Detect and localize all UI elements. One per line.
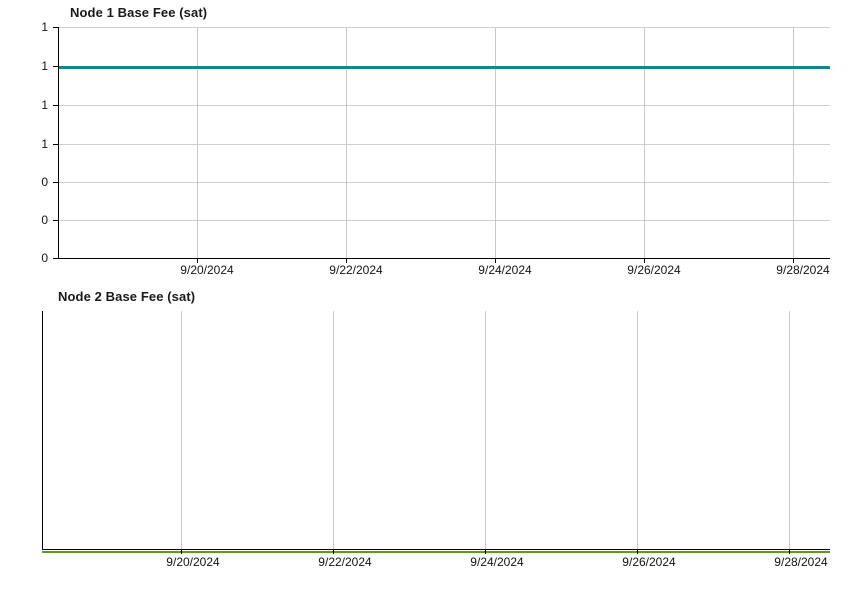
gridline-vertical <box>637 311 638 549</box>
x-axis-tick <box>197 258 198 263</box>
x-axis-line-node-2 <box>42 549 830 550</box>
x-axis-label: 9/28/2024 <box>774 555 828 569</box>
x-axis-label: 9/24/2024 <box>478 263 532 277</box>
y-axis-tick <box>53 105 59 106</box>
gridline-vertical <box>793 27 794 258</box>
x-axis-label: 9/26/2024 <box>622 555 676 569</box>
y-axis-label: 1 <box>41 59 48 73</box>
plot-area-node-1 <box>58 27 830 258</box>
gridline-vertical <box>333 311 334 549</box>
chart-title-node-1: Node 1 Base Fee (sat) <box>70 5 208 20</box>
y-axis-label: 1 <box>41 98 48 112</box>
y-axis-label: 0 <box>41 251 48 265</box>
x-axis-tick <box>346 258 347 263</box>
y-axis-tick <box>53 258 59 259</box>
gridline-vertical <box>197 27 198 258</box>
y-axis-tick <box>53 66 59 67</box>
x-axis-label: 9/20/2024 <box>166 555 220 569</box>
x-axis-tick <box>789 549 790 554</box>
x-axis-tick <box>485 549 486 554</box>
x-axis-tick <box>181 549 182 554</box>
plot-area-node-2 <box>42 311 830 549</box>
x-axis-tick <box>637 549 638 554</box>
y-axis-tick <box>53 27 59 28</box>
x-axis-label: 9/24/2024 <box>470 555 524 569</box>
gridline-vertical <box>789 311 790 549</box>
x-axis-label: 9/20/2024 <box>180 263 234 277</box>
gridline-vertical <box>181 311 182 549</box>
gridline-horizontal <box>58 144 830 145</box>
x-axis-tick <box>333 549 334 554</box>
y-axis-label: 1 <box>41 137 48 151</box>
x-axis-tick <box>793 258 794 263</box>
y-axis-tick <box>53 144 59 145</box>
x-axis-tick <box>495 258 496 263</box>
gridline-horizontal <box>58 182 830 183</box>
gridline-vertical <box>495 27 496 258</box>
x-axis-label: 9/28/2024 <box>776 263 830 277</box>
x-axis-tick <box>644 258 645 263</box>
chart-title-node-2: Node 2 Base Fee (sat) <box>58 289 196 304</box>
chart-panel-node-2: Node 2 Base Fee (sat) 9/20/2024 9/22/202… <box>0 285 860 600</box>
y-axis-label: 0 <box>41 213 48 227</box>
gridline-vertical <box>644 27 645 258</box>
y-axis-tick <box>53 220 59 221</box>
y-axis-line-node-2 <box>42 311 43 550</box>
series-line-node-2 <box>42 551 830 553</box>
y-axis-label: 1 <box>41 20 48 34</box>
y-axis-label: 0 <box>41 175 48 189</box>
gridline-vertical <box>485 311 486 549</box>
chart-panel-node-1: Node 1 Base Fee (sat) 1 1 1 1 0 0 0 9/20… <box>0 0 860 285</box>
gridline-vertical <box>346 27 347 258</box>
x-axis-line-node-1 <box>58 258 830 259</box>
gridline-horizontal <box>58 220 830 221</box>
gridline-horizontal <box>58 27 830 28</box>
x-axis-label: 9/22/2024 <box>329 263 383 277</box>
y-axis-tick <box>53 182 59 183</box>
y-axis-line-node-1 <box>58 27 59 259</box>
x-axis-label: 9/22/2024 <box>318 555 372 569</box>
gridline-horizontal <box>58 105 830 106</box>
x-axis-label: 9/26/2024 <box>627 263 681 277</box>
series-line-node-1 <box>58 66 830 69</box>
